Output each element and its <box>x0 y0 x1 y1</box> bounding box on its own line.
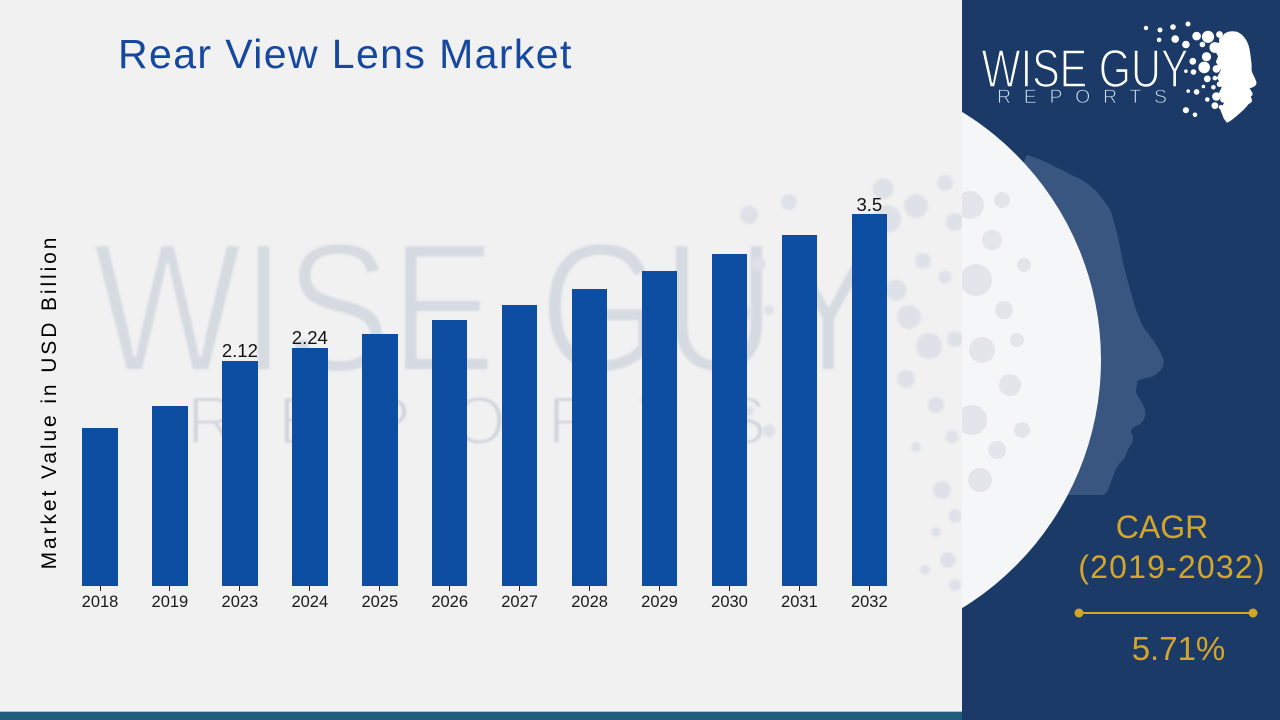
svg-text:REPORTS: REPORTS <box>997 86 1179 108</box>
svg-text:WISE GUY: WISE GUY <box>982 39 1189 99</box>
svg-text:WISE GUY: WISE GUY <box>93 204 881 410</box>
